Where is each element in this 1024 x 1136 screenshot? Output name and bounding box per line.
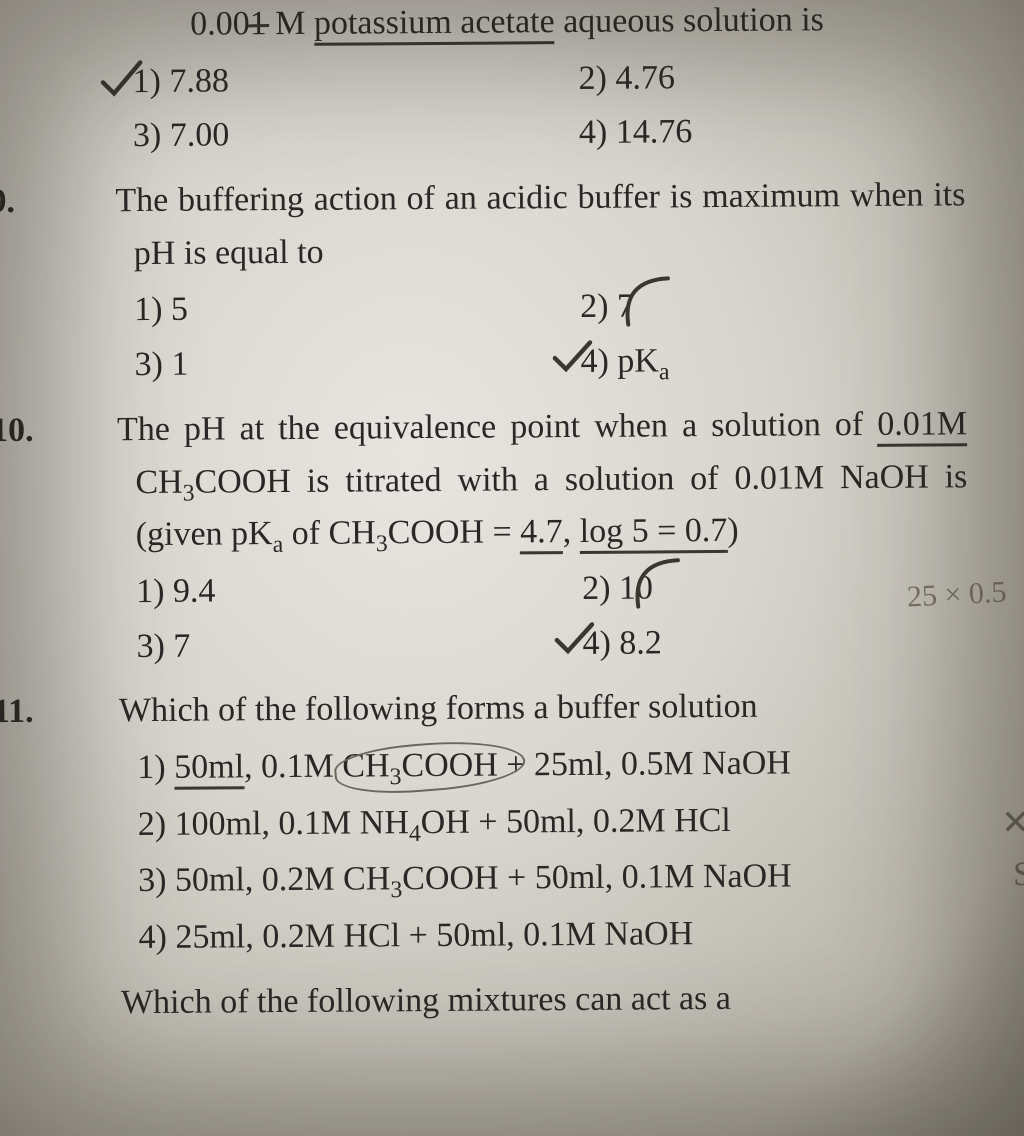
q8-opt-2: 2) 4.76 — [578, 50, 984, 106]
q9-stem: 9.The buffering action of an acidic buff… — [133, 169, 986, 280]
q10-opt-4-text: 4) 8.2 — [582, 624, 662, 662]
q10-opt-1: 1) 9.4 — [136, 563, 542, 619]
q10-opt-3-text: 3) 7 — [136, 627, 190, 664]
cross-icon: ✕ — [1001, 796, 1024, 849]
q10-stem: 10.The pH at the equivalence point when … — [135, 398, 988, 562]
q9-opt-1: 1) 5 — [134, 282, 540, 338]
q10-opt-3: 3) 7 — [136, 618, 542, 674]
q11-stem-text: Which of the following forms a buffer so… — [119, 688, 758, 729]
q8-opt-4: 4) 14.76 — [579, 105, 985, 161]
q9-opt-3: 3) 1 — [134, 336, 540, 392]
q8-stem-tail: 0.001 M potassium acetate aqueous soluti… — [190, 0, 984, 51]
q11-stem: 11.Which of the following forms a buffer… — [137, 679, 989, 738]
q8-opt-1-text: 1) 7.88 — [132, 62, 229, 100]
q11-opt-2: 2) 100ml, 0.1M NH4OH + 50ml, 0.2M HCl ✕ — [138, 793, 990, 852]
q10-opt-1-text: 1) 9.4 — [136, 572, 216, 610]
q9-options: 1) 5 2) 7 3) 1 4) pKa — [134, 279, 987, 392]
q10-opt-2-text: 2) 10 — [582, 569, 653, 606]
q8-opt-3: 3) 7.00 — [133, 108, 539, 164]
q12-stem-fragment: 12.Which of the following mixtures can a… — [139, 971, 991, 1030]
q8-opt-1: 1) 7.88 — [132, 53, 538, 109]
q11-opt-1: 1) 50ml, 0.1M CH3COOH + 25ml, 0.5M NaOH — [137, 736, 989, 795]
q8-opt-4-text: 4) 14.76 — [579, 114, 693, 152]
q11-opt-4: 4) 25ml, 0.2M HCl + 50ml, 0.1M NaOH — [138, 906, 990, 965]
q10-opt-2: 2) 10 — [582, 560, 988, 616]
q12-stem-text: Which of the following mixtures can act … — [121, 980, 731, 1021]
q8-opt-2-text: 2) 4.76 — [578, 59, 675, 97]
page: 0.001 M potassium acetate aqueous soluti… — [0, 0, 1024, 1030]
q11-number: 11. — [65, 685, 119, 738]
check-icon — [550, 336, 594, 380]
q8-opt-3-text: 3) 7.00 — [133, 117, 230, 155]
q9-opt-3-text: 3) 1 — [134, 346, 188, 383]
q9-opt-2-text: 2) 7 — [580, 288, 634, 325]
q10-number: 10. — [63, 404, 117, 457]
pencil-s-icon: S — [1013, 849, 1024, 902]
q9-opt-1-text: 1) 5 — [134, 291, 188, 328]
q9-number: 9. — [61, 175, 115, 228]
q8-options: 1) 7.88 2) 4.76 3) 7.00 4) 14.76 — [132, 50, 985, 163]
q11-opt-3: 3) 50ml, 0.2M CH3COOH + 50ml, 0.1M NaOH … — [138, 849, 990, 908]
q9-opt-4: 4) pKa — [580, 333, 986, 389]
q10-opt-4: 4) 8.2 — [582, 615, 988, 671]
q9-opt-2: 2) 7 — [580, 279, 986, 335]
q11-options: 1) 50ml, 0.1M CH3COOH + 25ml, 0.5M NaOH … — [137, 736, 991, 965]
q10-options: 1) 9.4 2) 10 3) 7 4) 8.2 — [136, 560, 989, 673]
